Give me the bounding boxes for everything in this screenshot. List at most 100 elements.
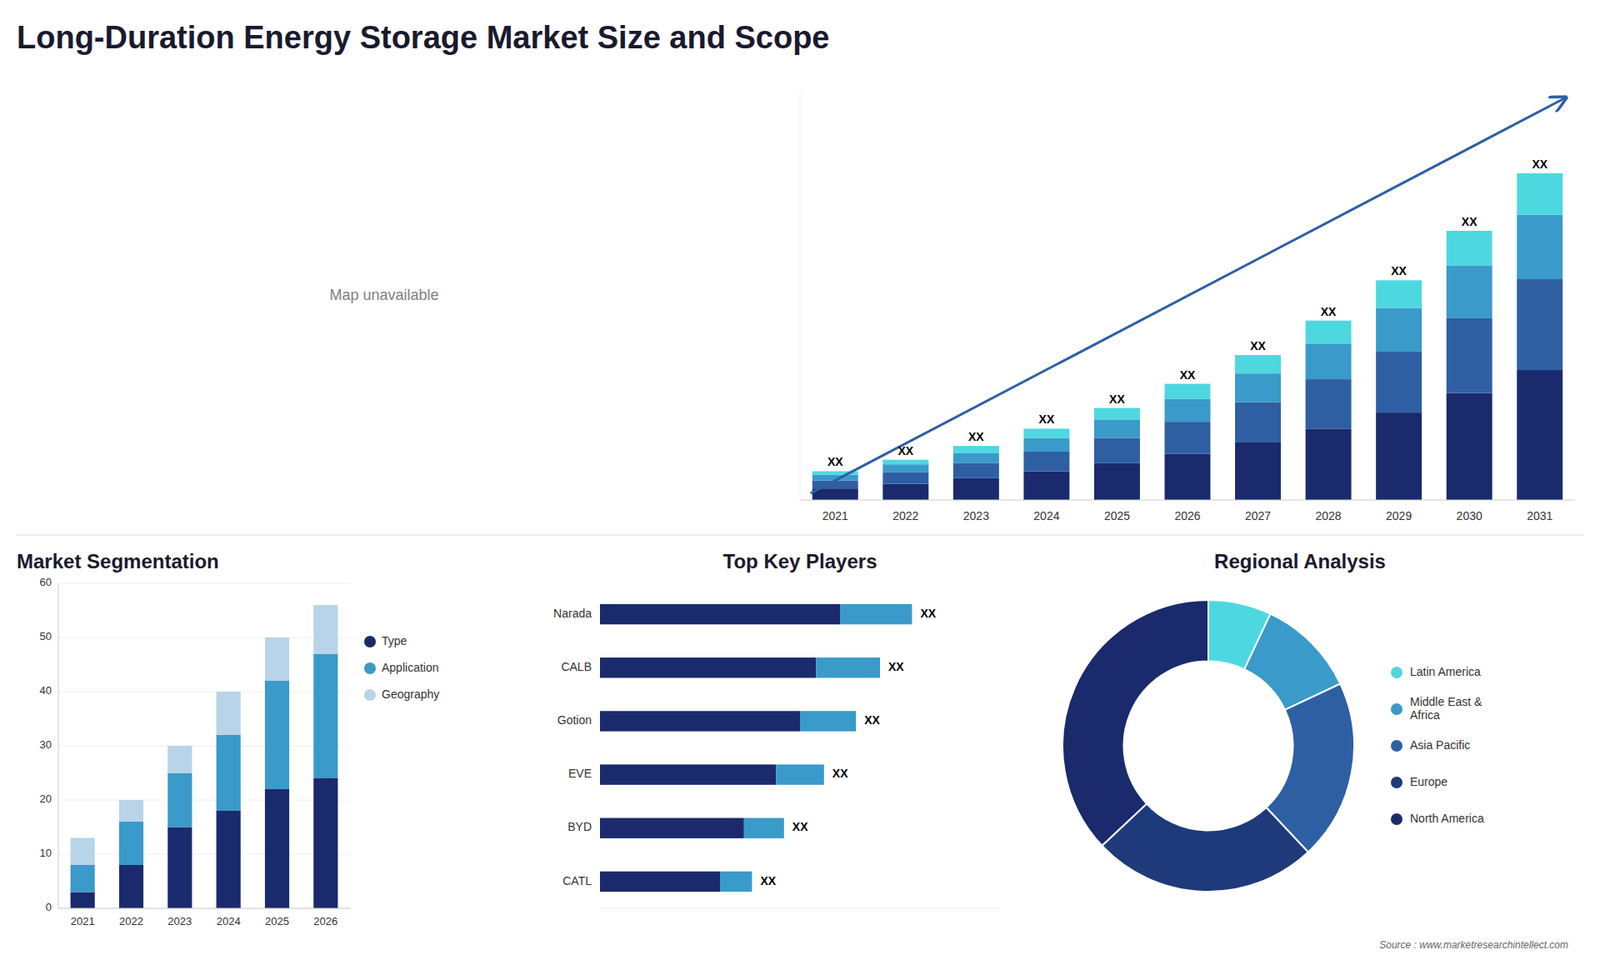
grid-line bbox=[58, 854, 350, 855]
bar-end-label: XX bbox=[832, 766, 849, 780]
legend-swatch bbox=[364, 662, 376, 675]
x-tick-label: 2021 bbox=[70, 915, 95, 928]
bar-segment bbox=[600, 871, 720, 892]
x-tick-label: 2026 bbox=[1174, 509, 1200, 523]
legend-swatch bbox=[364, 635, 376, 648]
y-tick-label: 40 bbox=[40, 684, 52, 697]
x-tick-label: 2024 bbox=[1033, 509, 1060, 523]
y-tick-label: 50 bbox=[40, 630, 52, 643]
y-axis-line bbox=[800, 91, 801, 500]
bar-segment bbox=[1305, 343, 1352, 380]
bar-segment bbox=[600, 604, 840, 625]
legend-label: Geography bbox=[381, 687, 440, 701]
total-label: XX bbox=[1039, 412, 1055, 426]
x-tick-label: 2024 bbox=[216, 915, 241, 928]
y-tick-label: 0 bbox=[45, 900, 52, 914]
bar-segment bbox=[70, 865, 95, 893]
bar-segment bbox=[600, 764, 776, 785]
bar-segment bbox=[1305, 379, 1352, 429]
bar-end-label: XX bbox=[888, 660, 905, 674]
total-label: XX bbox=[897, 444, 914, 458]
bar-segment bbox=[313, 605, 338, 655]
x-tick-label: 2025 bbox=[1104, 509, 1130, 523]
legend: Latin AmericaMiddle East &AfricaAsia Pac… bbox=[1390, 665, 1485, 825]
bar-segment bbox=[1375, 307, 1422, 351]
grid-line bbox=[58, 800, 350, 801]
bar-segment bbox=[800, 710, 856, 731]
panel-title: Market Segmentation bbox=[16, 550, 220, 573]
bar-segment bbox=[1446, 318, 1493, 394]
legend-label: Asia Pacific bbox=[1410, 738, 1470, 752]
x-tick-label: 2023 bbox=[963, 509, 990, 523]
bar-segment bbox=[600, 818, 745, 839]
x-tick-label: 2029 bbox=[1385, 509, 1412, 523]
bar-segment bbox=[1165, 399, 1211, 423]
panel-title: Top Key Players bbox=[723, 550, 878, 573]
bar-segment bbox=[1235, 373, 1281, 403]
y-axis-line bbox=[58, 583, 60, 909]
bar-segment bbox=[882, 464, 929, 473]
bar-segment bbox=[1235, 402, 1281, 443]
bar-segment bbox=[1165, 421, 1211, 455]
bar-segment bbox=[953, 463, 1000, 479]
bar-segment bbox=[313, 654, 338, 780]
page-title: Long-Duration Energy Storage Market Size… bbox=[16, 20, 830, 55]
x-tick-label: 2025 bbox=[265, 915, 290, 928]
bar-segment bbox=[1446, 230, 1493, 265]
figure: Long-Duration Energy Storage Market Size… bbox=[0, 0, 1600, 955]
x-axis-line bbox=[600, 908, 1000, 910]
bar-segment bbox=[265, 789, 290, 909]
bar-segment bbox=[1235, 442, 1281, 500]
total-label: XX bbox=[827, 455, 844, 469]
x-tick-label: 2022 bbox=[119, 915, 144, 928]
x-axis-line bbox=[58, 908, 350, 910]
bar-segment bbox=[216, 810, 241, 909]
panel-title: Regional Analysis bbox=[1214, 550, 1386, 573]
x-tick-label: 2023 bbox=[167, 915, 192, 928]
grid-line bbox=[58, 908, 350, 910]
total-label: XX bbox=[1531, 157, 1548, 171]
bar-segment bbox=[815, 657, 880, 678]
bar-segment bbox=[119, 865, 144, 909]
legend: TypeApplicationGeography bbox=[364, 634, 440, 701]
bar-segment bbox=[167, 745, 192, 774]
map-placeholder: Map unavailable bbox=[329, 286, 439, 304]
legend-label: North America bbox=[1410, 811, 1485, 825]
bar-segment bbox=[1446, 265, 1493, 318]
x-tick-label: 2031 bbox=[1526, 509, 1553, 523]
donut-slice bbox=[1062, 600, 1209, 846]
grid-line bbox=[58, 745, 350, 747]
players-plot bbox=[600, 604, 912, 892]
y-tick-label: Gotion bbox=[557, 713, 592, 727]
bar-end-label: XX bbox=[920, 606, 936, 620]
bar-segment bbox=[1375, 351, 1422, 413]
x-axis-line bbox=[800, 500, 1575, 501]
bar-segment bbox=[882, 472, 929, 485]
text-line: Africa bbox=[1410, 708, 1440, 722]
total-label: XX bbox=[1461, 215, 1478, 229]
bar-segment bbox=[265, 680, 290, 790]
grid-line bbox=[58, 637, 350, 639]
bar-segment bbox=[1094, 408, 1140, 420]
bar-segment bbox=[70, 892, 95, 910]
y-tick-label: CALB bbox=[560, 660, 592, 674]
bar-segment bbox=[1305, 428, 1352, 500]
y-tick-label: 10 bbox=[40, 846, 52, 860]
bar-segment bbox=[812, 488, 859, 500]
bar-segment bbox=[313, 778, 338, 909]
bar-segment bbox=[1375, 280, 1422, 308]
y-tick-label: 20 bbox=[40, 792, 52, 805]
y-tick-label: 30 bbox=[40, 738, 52, 751]
legend-swatch bbox=[1390, 666, 1403, 679]
y-tick-label: 60 bbox=[40, 575, 52, 589]
bar-segment bbox=[1023, 451, 1070, 471]
x-tick-label: 2030 bbox=[1456, 509, 1483, 523]
bar-segment bbox=[882, 484, 929, 500]
bar-segment bbox=[1165, 454, 1211, 500]
bar-segment bbox=[953, 452, 1000, 463]
trend-arrow bbox=[810, 98, 1565, 494]
legend-label: Type bbox=[381, 634, 408, 648]
legend-label: Middle East &Africa bbox=[1410, 694, 1483, 722]
y-tick-label: BYD bbox=[567, 820, 592, 834]
bar-segment bbox=[1375, 412, 1422, 500]
